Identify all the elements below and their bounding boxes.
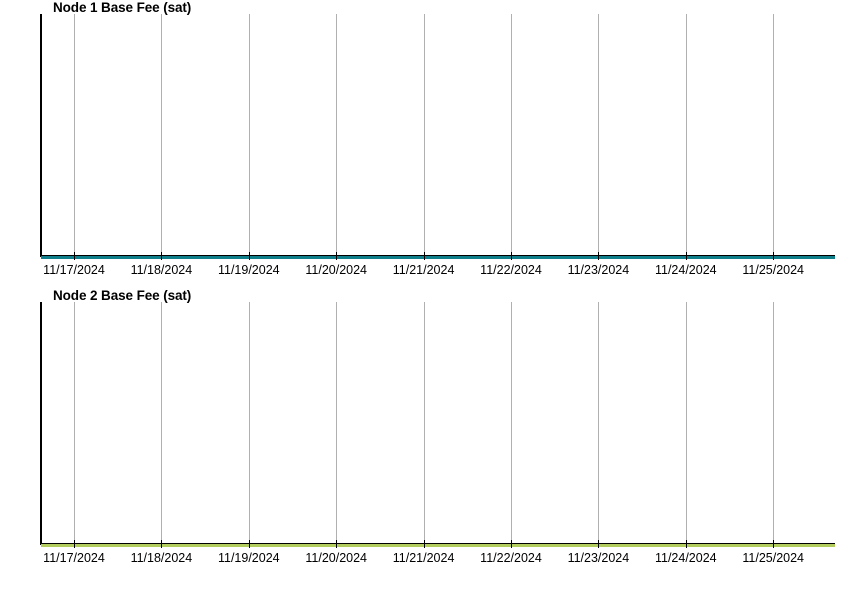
y-axis-spine-node-2 [40, 302, 42, 545]
x-axis-tick-mark [423, 540, 425, 548]
gridline [685, 302, 687, 544]
gridline [248, 302, 250, 544]
x-axis-spine-node-2 [40, 543, 835, 545]
gridline [74, 302, 75, 544]
gridline [336, 302, 338, 544]
x-axis-tick-mark [248, 252, 250, 260]
x-axis-tick-label: 11/25/2024 [742, 263, 805, 277]
x-axis-tick-labels-node-2: 11/17/2024 11/18/2024 11/19/2024 11/20/2024… [0, 550, 860, 572]
gridline [74, 14, 75, 256]
x-axis-tick-mark [74, 252, 75, 260]
gridline [511, 14, 512, 256]
chart-panel-node-1: Node 1 Base Fee (sat) 11/17/2024 11/18/20… [0, 0, 860, 290]
x-axis-tick-label: 11/23/2024 [567, 263, 630, 277]
x-axis-tick-label: 11/19/2024 [217, 551, 280, 565]
gridline [336, 14, 338, 256]
x-axis-tick-mark [685, 540, 687, 548]
plot-area-node-1 [41, 14, 835, 256]
gridline [161, 14, 163, 256]
x-axis-tick-label: 11/21/2024 [392, 551, 455, 565]
data-series-line-node-1 [41, 256, 835, 259]
x-axis-tick-label: 11/20/2024 [305, 263, 368, 277]
x-axis-tick-mark [248, 540, 250, 548]
gridline [423, 14, 425, 256]
x-axis-tick-mark [74, 540, 75, 548]
x-axis-tick-mark [336, 252, 338, 260]
y-axis-spine-node-1 [40, 14, 42, 257]
x-axis-tick-label: 11/22/2024 [480, 551, 542, 565]
x-axis-tick-labels-node-1: 11/17/2024 11/18/2024 11/19/2024 11/20/2024… [0, 262, 860, 284]
chart-title-node-1: Node 1 Base Fee (sat) [53, 0, 192, 15]
x-axis-tick-label: 11/18/2024 [130, 551, 193, 565]
x-axis-tick-label: 11/19/2024 [217, 263, 280, 277]
x-axis-tick-mark [685, 252, 687, 260]
gridline [161, 302, 163, 544]
gridline [773, 302, 775, 544]
gridline [598, 14, 600, 256]
x-axis-tick-mark [598, 540, 600, 548]
x-axis-tick-mark [773, 252, 775, 260]
gridline [248, 14, 250, 256]
x-axis-tick-label: 11/17/2024 [43, 263, 105, 277]
data-series-line-node-2 [41, 544, 835, 547]
gridline [423, 302, 425, 544]
x-axis-tick-label: 11/24/2024 [654, 263, 717, 277]
x-axis-tick-mark [336, 540, 338, 548]
x-axis-tick-label: 11/18/2024 [130, 263, 193, 277]
x-axis-tick-label: 11/21/2024 [392, 263, 455, 277]
plot-area-node-2 [41, 302, 835, 544]
chart-title-node-2: Node 2 Base Fee (sat) [53, 288, 192, 303]
x-axis-tick-label: 11/22/2024 [480, 263, 542, 277]
gridline [598, 302, 600, 544]
chart-panel-node-2: Node 2 Base Fee (sat) 11/17/2024 11/18/20… [0, 288, 860, 578]
x-axis-tick-mark [161, 252, 163, 260]
x-axis-tick-mark [773, 540, 775, 548]
x-axis-tick-mark [511, 540, 512, 548]
x-axis-tick-label: 11/23/2024 [567, 551, 630, 565]
x-axis-tick-label: 11/25/2024 [742, 551, 805, 565]
x-axis-tick-mark [423, 252, 425, 260]
x-axis-tick-label: 11/17/2024 [43, 551, 105, 565]
x-axis-tick-mark [598, 252, 600, 260]
x-axis-tick-label: 11/24/2024 [654, 551, 717, 565]
x-axis-spine-node-1 [40, 255, 835, 257]
gridline [685, 14, 687, 256]
gridline [511, 302, 512, 544]
x-axis-tick-mark [511, 252, 512, 260]
x-axis-tick-mark [161, 540, 163, 548]
x-axis-tick-label: 11/20/2024 [305, 551, 368, 565]
gridline [773, 14, 775, 256]
